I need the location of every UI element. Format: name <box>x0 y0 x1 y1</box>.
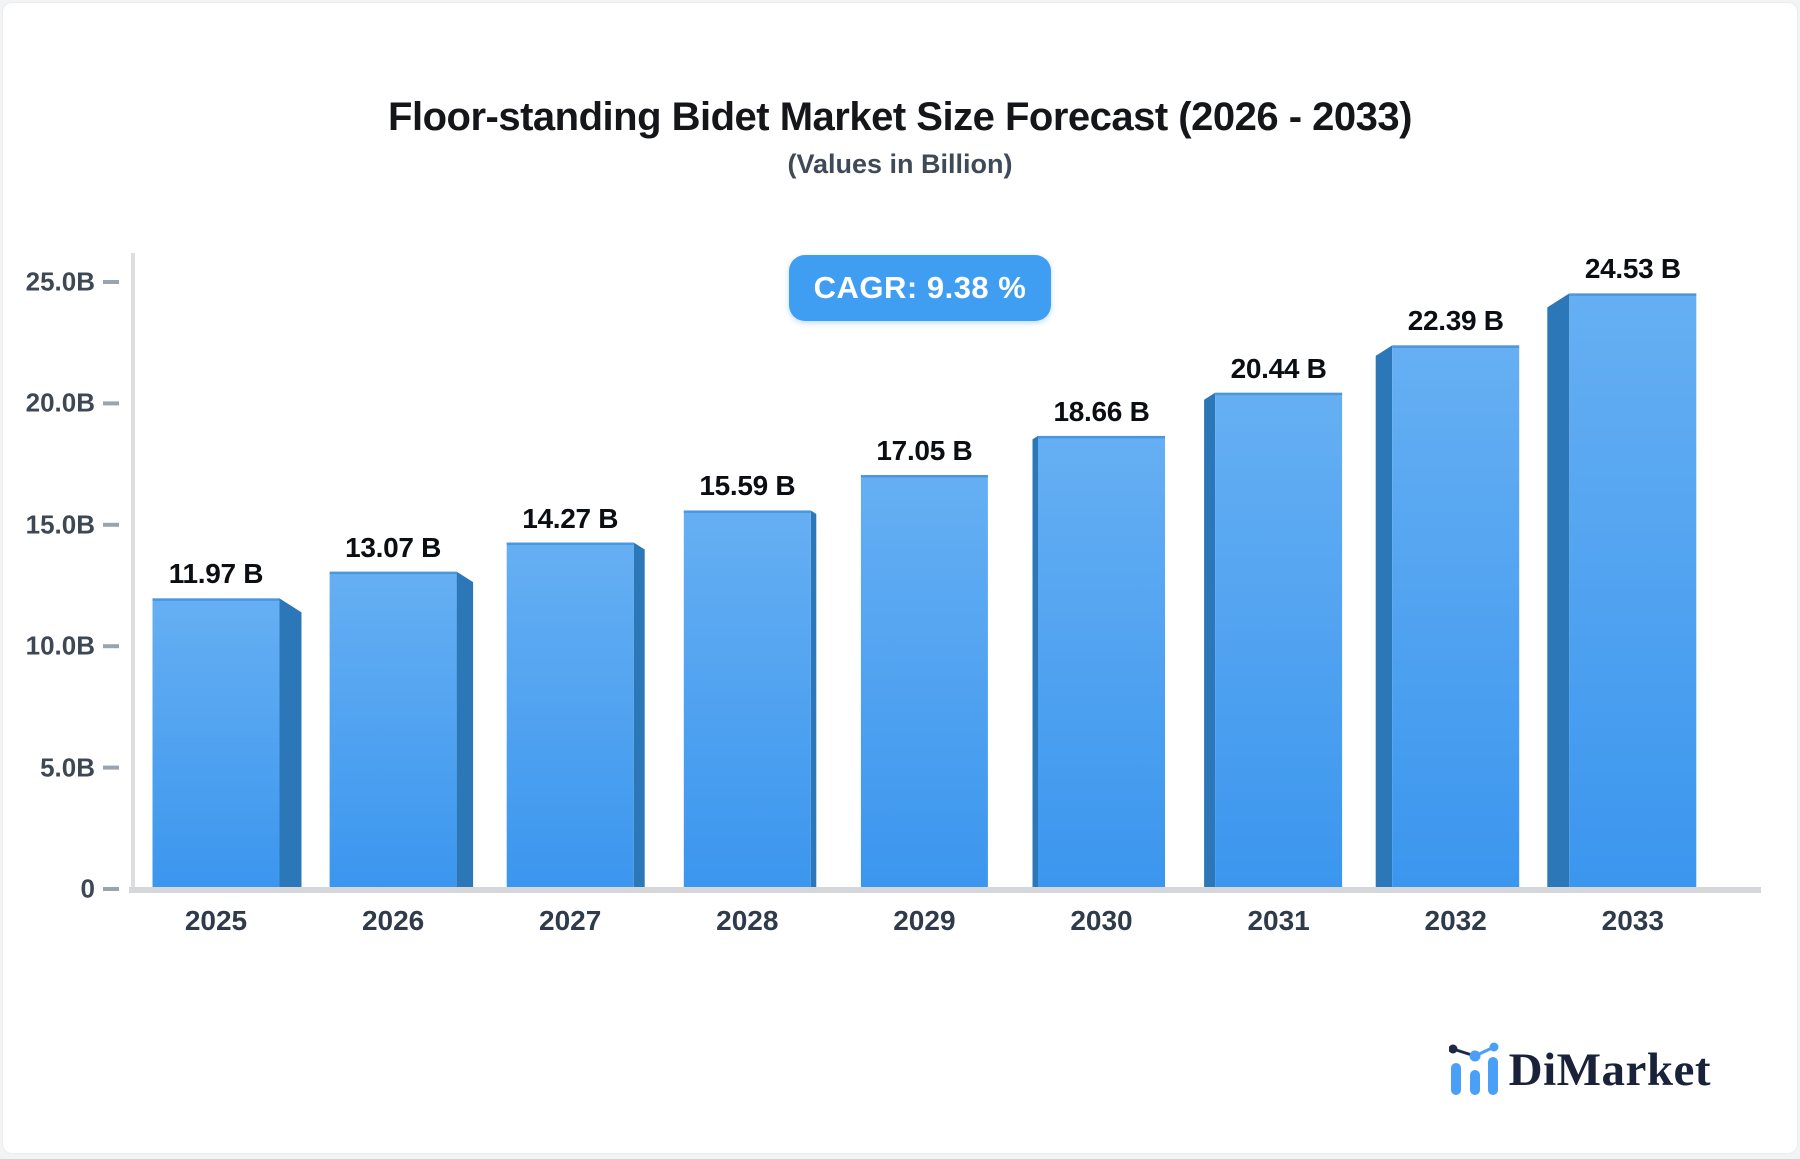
y-tick-label: 15.0B <box>25 509 95 540</box>
bar-chart: 25.0B 20.0B 15.0B 10.0B 5.0B 0 11.97 B 2025 13.0… <box>3 3 1797 1153</box>
x-axis-year-label: 2028 <box>716 905 779 936</box>
bar-side-face <box>1032 435 1038 889</box>
bar-top-edge <box>329 571 457 575</box>
x-axis-year-label: 2029 <box>893 905 956 936</box>
y-tick-dash <box>103 765 119 770</box>
bar-value-label: 20.44 B <box>1230 352 1327 384</box>
bar-top-edge <box>1038 435 1165 439</box>
bar-value-label: 13.07 B <box>345 531 442 563</box>
y-tick-dash <box>103 401 119 406</box>
bar <box>506 542 634 889</box>
bar-side-face <box>633 542 645 889</box>
y-tick-label: 10.0B <box>25 630 95 661</box>
y-tick-label: 20.0B <box>25 387 95 418</box>
y-tick-dash <box>103 280 119 284</box>
chart-subtitle: (Values in Billion) <box>787 149 1013 179</box>
bar <box>1569 293 1697 889</box>
y-tick-label: 5.0B <box>40 752 95 783</box>
chart-title: Floor-standing Bidet Market Size Forecas… <box>388 95 1412 139</box>
x-axis-year-label: 2026 <box>361 905 425 936</box>
bar-chart-logo-icon <box>1448 1042 1499 1097</box>
y-tick-dash <box>103 887 119 891</box>
bar <box>1215 392 1343 889</box>
bar <box>860 475 988 889</box>
bar-side-face <box>810 510 817 889</box>
brand-logo: DiMarket <box>1448 1042 1711 1097</box>
bar-top-edge <box>1215 392 1343 396</box>
bar-chart-canvas <box>103 253 1761 893</box>
bar-value-label: 11.97 B <box>168 558 264 590</box>
bar <box>152 598 280 889</box>
bar-side-face <box>456 571 474 889</box>
bar <box>1038 435 1165 889</box>
bar-top-edge <box>1392 345 1520 348</box>
bar <box>1392 345 1520 889</box>
bar-value-label: 14.27 B <box>522 502 619 534</box>
bar-top-edge <box>506 542 634 546</box>
bar-top-edge <box>860 475 988 478</box>
x-axis-year-label: 2027 <box>539 905 602 936</box>
bar-value-label: 15.59 B <box>699 470 796 502</box>
cagr-badge-text: CAGR: 9.38 % <box>813 270 1027 305</box>
x-axis-line <box>129 887 1761 893</box>
brand-name: DiMarket <box>1508 1043 1711 1096</box>
bar-value-label: 24.53 B <box>1584 253 1681 285</box>
bar-value-label: 17.05 B <box>876 435 973 467</box>
y-tick-label: 25.0B <box>25 266 95 297</box>
y-tick-dash <box>103 522 119 527</box>
bar-side-face <box>279 598 302 889</box>
x-axis-year-label: 2030 <box>1070 905 1133 936</box>
bar-side-face <box>1547 293 1570 889</box>
bar <box>329 571 457 889</box>
bar <box>683 510 811 889</box>
y-tick-label: 0 <box>80 873 95 904</box>
x-axis-year-label: 2031 <box>1247 905 1310 936</box>
bar-side-face <box>1375 345 1393 889</box>
bar-value-label: 22.39 B <box>1407 305 1504 337</box>
x-axis-year-label: 2033 <box>1601 905 1664 936</box>
x-axis-year-label: 2032 <box>1424 905 1487 936</box>
y-axis-line <box>131 253 135 893</box>
bar-top-edge <box>1569 293 1697 296</box>
bar-top-edge <box>152 598 280 601</box>
bar-value-label: 18.66 B <box>1053 395 1150 427</box>
y-tick-dash <box>103 644 119 649</box>
bar-side-face <box>1204 392 1216 889</box>
bar-top-edge <box>683 510 811 513</box>
x-axis-year-label: 2025 <box>184 905 248 936</box>
cagr-badge: CAGR: 9.38 % <box>789 255 1051 321</box>
